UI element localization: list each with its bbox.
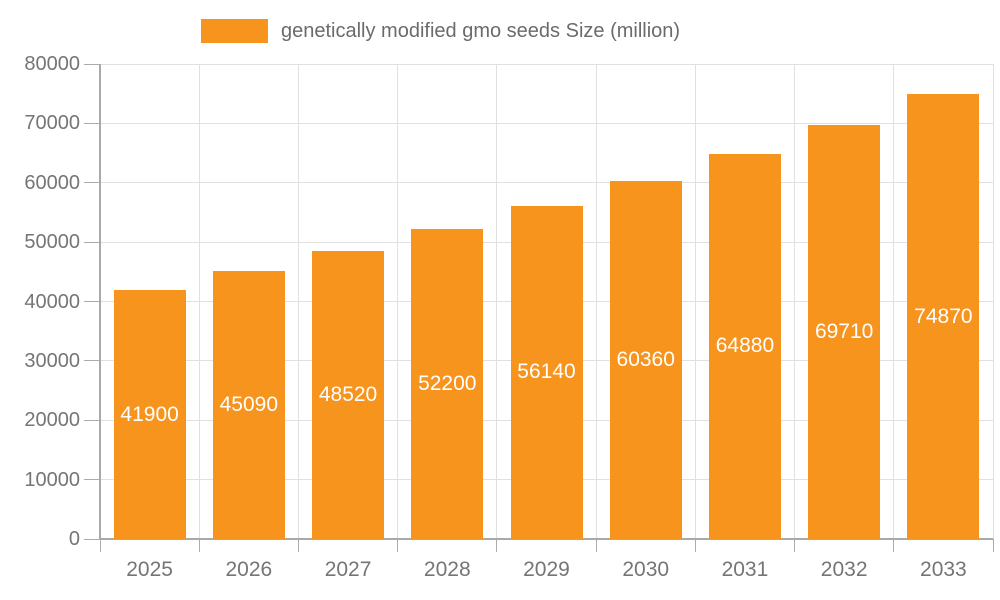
x-tick — [99, 539, 101, 552]
x-axis-line — [100, 538, 993, 540]
y-gridline — [100, 63, 993, 65]
x-gridline — [794, 64, 796, 539]
x-gridline — [297, 64, 299, 539]
x-tick — [397, 539, 399, 552]
legend-swatch — [201, 19, 268, 43]
y-axis-tick-label: 60000 — [24, 171, 80, 194]
x-gridline — [595, 64, 597, 539]
x-axis-tick-label: 2030 — [622, 558, 670, 581]
legend: genetically modified gmo seeds Size (mil… — [201, 19, 680, 43]
bar-value-label: 52200 — [418, 372, 477, 396]
x-tick — [694, 539, 696, 552]
x-axis-tick-label: 2028 — [423, 558, 471, 581]
x-axis-tick-label: 2026 — [225, 558, 273, 581]
legend-label: genetically modified gmo seeds Size (mil… — [281, 19, 681, 42]
bar — [113, 290, 186, 539]
y-axis-tick-label: 40000 — [24, 290, 80, 313]
bar — [212, 271, 285, 539]
bar-value-label: 69710 — [814, 320, 874, 344]
bar-value-label: 64880 — [715, 334, 775, 358]
y-axis-tick-label: 80000 — [24, 53, 80, 75]
y-tick — [84, 241, 100, 243]
y-tick — [84, 122, 100, 124]
y-tick — [84, 419, 100, 421]
x-gridline — [397, 64, 399, 539]
x-axis-tick-label: 2027 — [324, 558, 372, 581]
y-tick — [84, 182, 100, 184]
y-axis-tick-label: 50000 — [24, 231, 80, 254]
bar — [708, 153, 781, 539]
y-axis-tick-label: 20000 — [24, 409, 80, 432]
y-tick — [84, 301, 100, 302]
x-tick — [595, 539, 597, 552]
y-tick — [84, 479, 100, 481]
x-axis-tick-label: 2031 — [721, 558, 769, 581]
y-axis-tick-label: 30000 — [24, 349, 80, 372]
y-tick — [84, 538, 100, 540]
x-axis-tick-label: 2029 — [523, 558, 570, 581]
bar-value-label: 48520 — [318, 382, 378, 406]
y-tick — [84, 360, 100, 362]
bar — [510, 205, 583, 539]
x-gridline — [198, 64, 200, 539]
bar-value-label: 60360 — [616, 347, 675, 371]
x-tick — [893, 539, 895, 552]
x-tick — [992, 539, 994, 552]
bar — [609, 180, 682, 539]
x-gridline — [992, 64, 994, 539]
x-tick — [198, 539, 200, 552]
y-axis-tick-label: 10000 — [24, 468, 80, 491]
y-gridline — [100, 122, 993, 124]
x-axis-tick-label: 2032 — [820, 558, 868, 581]
bar — [808, 125, 881, 539]
x-axis-tick-label: 2033 — [920, 558, 967, 581]
bar — [907, 94, 980, 539]
x-gridline — [694, 64, 696, 539]
y-axis-tick-label: 70000 — [24, 112, 80, 135]
x-tick — [297, 539, 299, 552]
x-gridline — [496, 64, 498, 539]
x-tick — [794, 539, 796, 552]
bar-value-label: 45090 — [219, 393, 279, 417]
y-tick — [84, 63, 100, 65]
x-axis-tick-label: 2025 — [126, 558, 173, 581]
bar — [411, 229, 484, 539]
bar-value-label: 56140 — [517, 360, 576, 384]
bar-value-label: 41900 — [120, 402, 179, 426]
bar-value-label: 74870 — [914, 304, 973, 328]
bar — [312, 250, 385, 539]
x-gridline — [893, 64, 895, 539]
x-tick — [496, 539, 498, 552]
y-gridline — [100, 182, 993, 184]
y-axis-tick-label: 0 — [68, 528, 80, 550]
y-axis-line — [99, 64, 101, 539]
